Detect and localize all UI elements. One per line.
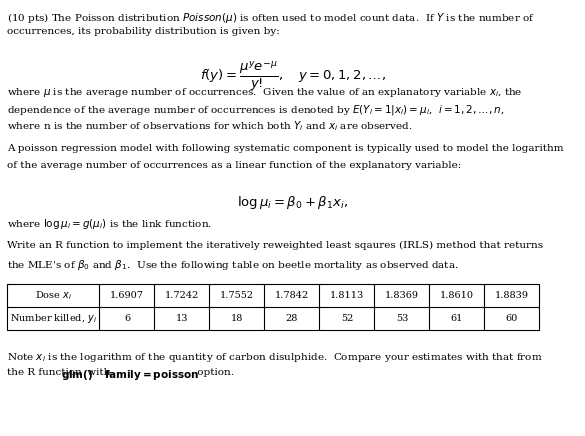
Text: with: with [84, 368, 114, 377]
Text: $\mathbf{glm()}$: $\mathbf{glm()}$ [61, 368, 93, 382]
Text: Dose $x_i$: Dose $x_i$ [35, 290, 72, 302]
Text: 13: 13 [176, 314, 188, 323]
Text: 18: 18 [230, 314, 243, 323]
FancyBboxPatch shape [7, 284, 539, 330]
Text: option.: option. [194, 368, 234, 377]
Text: (10 pts) The Poisson distribution $\mathit{Poisson}(\mu)$ is often used to model: (10 pts) The Poisson distribution $\math… [7, 11, 535, 25]
Text: the MLE's of $\beta_0$ and $\beta_1$.  Use the following table on beetle mortali: the MLE's of $\beta_0$ and $\beta_1$. Us… [7, 258, 459, 272]
Text: where n is the number of observations for which both $Y_i$ and $x_i$ are observe: where n is the number of observations fo… [7, 119, 413, 133]
Text: $\mathbf{family = poisson}$: $\mathbf{family = poisson}$ [104, 368, 199, 382]
Text: 28: 28 [285, 314, 298, 323]
Text: Write an R function to implement the iteratively reweighted least sqaures (IRLS): Write an R function to implement the ite… [7, 242, 543, 251]
Text: of the average number of occurrences as a linear function of the explanatory var: of the average number of occurrences as … [7, 161, 461, 170]
Text: 1.7242: 1.7242 [165, 291, 199, 300]
Text: 1.6907: 1.6907 [110, 291, 144, 300]
Text: $f(y) = \dfrac{\mu^y e^{-\mu}}{y!}, \quad y = 0, 1, 2, \ldots,$: $f(y) = \dfrac{\mu^y e^{-\mu}}{y!}, \qua… [199, 60, 386, 93]
Text: 1.8369: 1.8369 [385, 291, 419, 300]
Text: 1.7552: 1.7552 [220, 291, 254, 300]
Text: Number killed, $y_i$: Number killed, $y_i$ [10, 312, 97, 325]
Text: $\log \mu_i = \beta_0 + \beta_1 x_i,$: $\log \mu_i = \beta_0 + \beta_1 x_i,$ [237, 194, 348, 211]
Text: occurrences, its probability distribution is given by:: occurrences, its probability distributio… [7, 27, 280, 37]
Text: A poisson regression model with following systematic component is typically used: A poisson regression model with followin… [7, 144, 563, 153]
Text: 6: 6 [124, 314, 130, 323]
Text: 1.7842: 1.7842 [275, 291, 309, 300]
Text: 1.8610: 1.8610 [440, 291, 474, 300]
Text: where $\log \mu_i = g(\mu_i)$ is the link function.: where $\log \mu_i = g(\mu_i)$ is the lin… [7, 217, 212, 231]
Text: 53: 53 [395, 314, 408, 323]
Text: 52: 52 [340, 314, 353, 323]
Text: where $\mu$ is the average number of occurrences.  Given the value of an explana: where $\mu$ is the average number of occ… [7, 86, 522, 99]
Text: 61: 61 [450, 314, 463, 323]
Text: 60: 60 [506, 314, 518, 323]
Text: 1.8113: 1.8113 [330, 291, 364, 300]
Text: the R function: the R function [7, 368, 85, 377]
Text: Note $x_i$ is the logarithm of the quantity of carbon disulphide.  Compare your : Note $x_i$ is the logarithm of the quant… [7, 351, 543, 364]
Text: dependence of the average number of occurrences is denoted by $E(Y_i = 1|x_i) = : dependence of the average number of occu… [7, 103, 504, 117]
Text: 1.8839: 1.8839 [495, 291, 529, 300]
